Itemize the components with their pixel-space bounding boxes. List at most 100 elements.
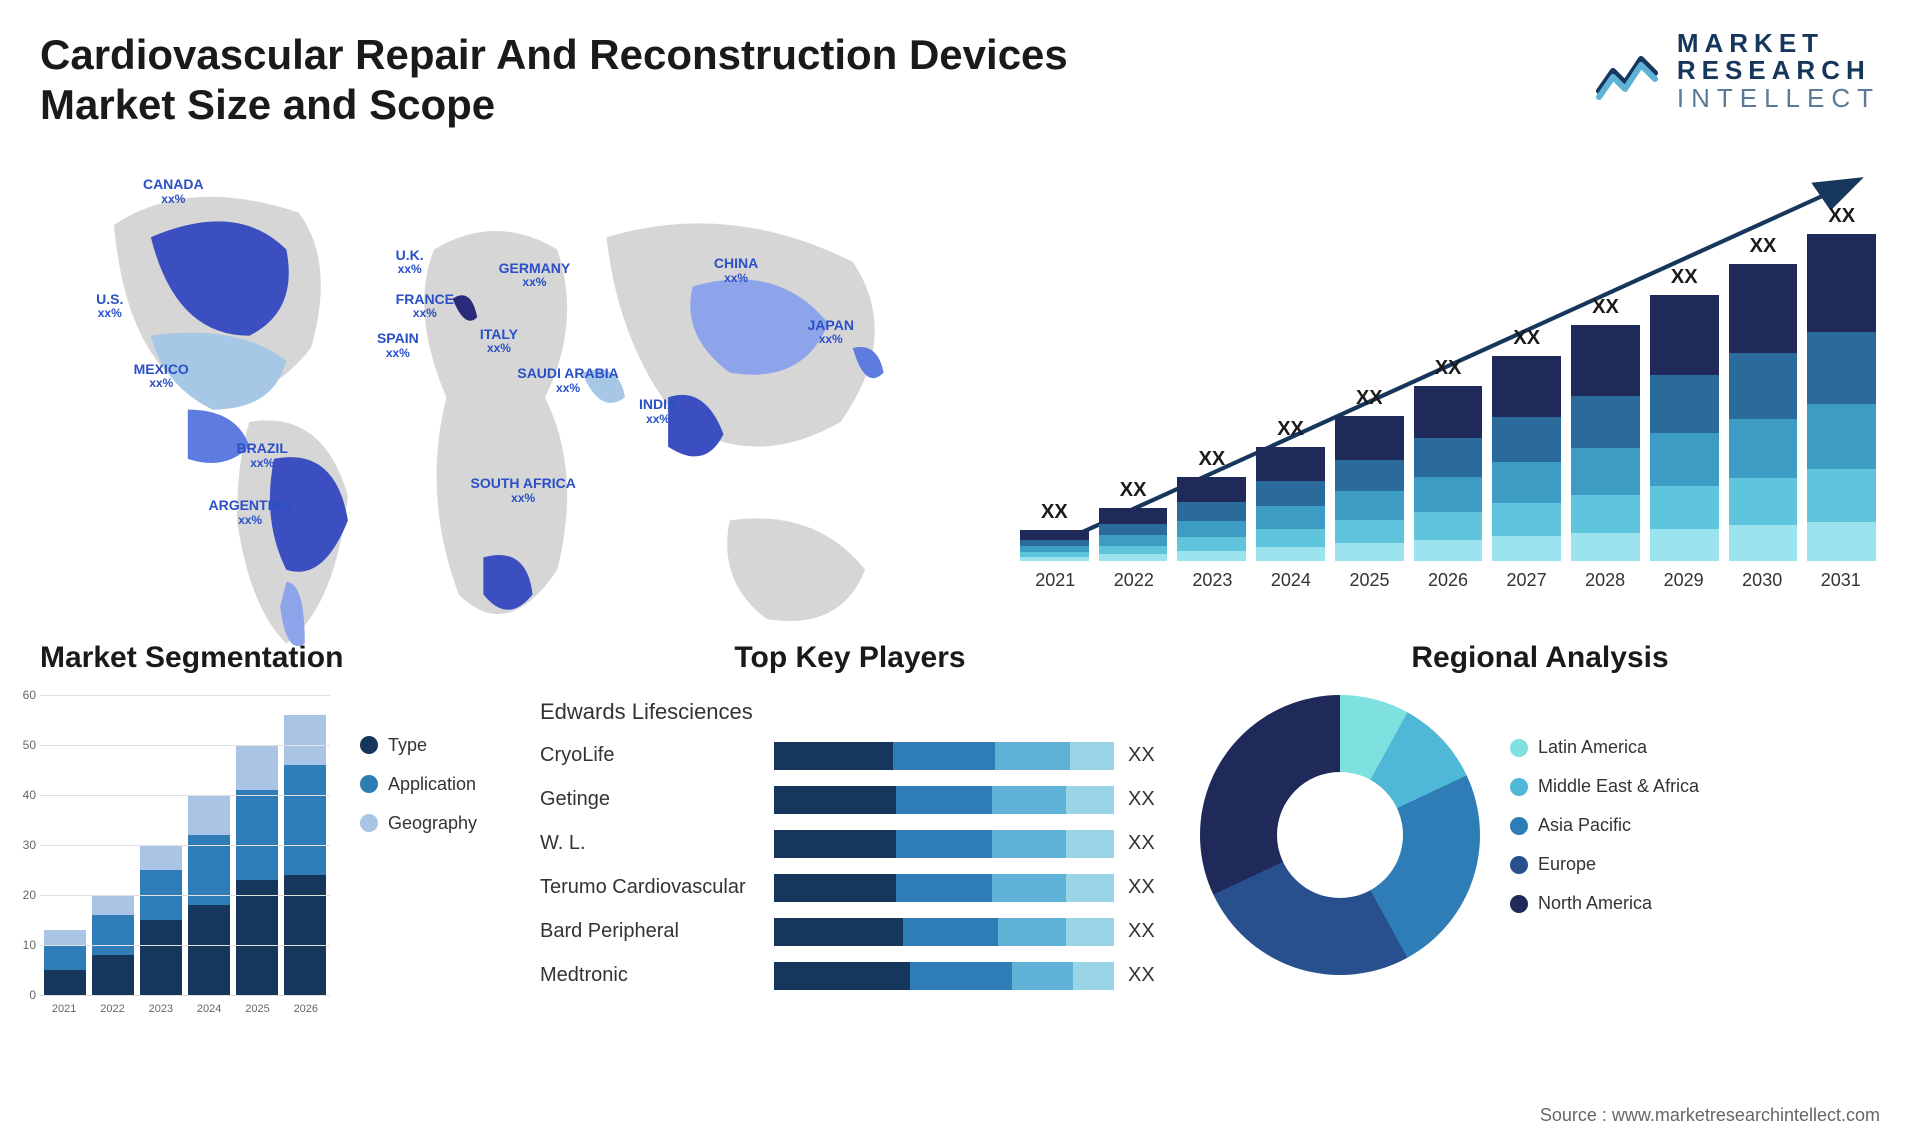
- y-tick: 20: [23, 888, 36, 902]
- growth-bar: XX: [1807, 205, 1876, 561]
- logo-mark-icon: [1595, 41, 1665, 101]
- player-value: XX: [1128, 744, 1155, 767]
- logo-line3: INTELLECT: [1677, 85, 1880, 112]
- growth-bar: XX: [1650, 266, 1719, 561]
- bar-value-label: XX: [1198, 448, 1225, 471]
- map-label: U.S.xx%: [96, 292, 123, 321]
- legend-label: Geography: [388, 813, 477, 834]
- growth-bar: XX: [1571, 296, 1640, 561]
- y-tick: 0: [29, 988, 36, 1002]
- map-label: CHINAxx%: [714, 256, 758, 285]
- map-label: SPAINxx%: [377, 331, 419, 360]
- legend-item: Latin America: [1510, 737, 1880, 758]
- growth-bar: XX: [1335, 387, 1404, 560]
- regional-chart: Latin America Middle East & Africa Asia Pa…: [1200, 695, 1880, 975]
- page-title: Cardiovascular Repair And Reconstruction…: [40, 30, 1140, 131]
- legend-item: Europe: [1510, 854, 1880, 875]
- seg-bar: [140, 845, 182, 995]
- x-tick: 2025: [1330, 570, 1409, 591]
- map-svg: [40, 151, 976, 693]
- bar-value-label: XX: [1277, 418, 1304, 441]
- x-tick: 2023: [137, 1003, 185, 1015]
- y-tick: 10: [23, 938, 36, 952]
- bar-value-label: XX: [1750, 235, 1777, 258]
- x-tick: 2022: [1095, 570, 1174, 591]
- regional-legend: Latin America Middle East & Africa Asia Pa…: [1510, 737, 1880, 932]
- x-tick: 2028: [1566, 570, 1645, 591]
- player-name: Terumo Cardiovascular: [540, 876, 760, 899]
- legend-label: Application: [388, 774, 476, 795]
- legend-label: Type: [388, 735, 427, 756]
- x-tick: 2023: [1173, 570, 1252, 591]
- player-name: CryoLife: [540, 744, 760, 767]
- x-tick: 2025: [233, 1003, 281, 1015]
- player-bar: [774, 874, 1114, 902]
- player-name: W. L.: [540, 832, 760, 855]
- player-value: XX: [1128, 964, 1155, 987]
- bar-value-label: XX: [1671, 266, 1698, 289]
- legend-item: Type: [360, 735, 500, 756]
- legend-swatch-icon: [360, 775, 378, 793]
- x-tick: 2026: [282, 1003, 330, 1015]
- map-label: JAPANxx%: [808, 318, 854, 347]
- map-label: CANADAxx%: [143, 177, 204, 206]
- players-header: Edwards Lifesciences: [540, 699, 1160, 725]
- legend-label: Middle East & Africa: [1538, 776, 1699, 797]
- growth-bar: XX: [1414, 357, 1483, 561]
- growth-bar: XX: [1729, 235, 1798, 560]
- legend-swatch-icon: [1510, 778, 1528, 796]
- seg-bar: [236, 745, 278, 995]
- map-label: ARGENTINAxx%: [208, 498, 291, 527]
- legend-item: Geography: [360, 813, 500, 834]
- player-row: Bard PeripheralXX: [540, 915, 1160, 949]
- brand-logo: MARKET RESEARCH INTELLECT: [1595, 30, 1880, 112]
- logo-line2: RESEARCH: [1677, 57, 1880, 84]
- legend-label: Latin America: [1538, 737, 1647, 758]
- segmentation-chart: 0102030405060 202120222023202420252026 T…: [40, 695, 500, 1015]
- player-name: Getinge: [540, 788, 760, 811]
- player-value: XX: [1128, 876, 1155, 899]
- players-chart: Edwards Lifesciences CryoLife XX Getinge XX…: [540, 695, 1160, 993]
- x-tick: 2024: [1252, 570, 1331, 591]
- legend-item: North America: [1510, 893, 1880, 914]
- segmentation-legend: Type Application Geography: [330, 695, 500, 1015]
- legend-label: North America: [1538, 893, 1652, 914]
- growth-bar: XX: [1099, 479, 1168, 561]
- map-label: INDIAxx%: [639, 397, 677, 426]
- world-map: CANADAxx%U.S.xx%MEXICOxx%BRAZILxx%ARGENT…: [40, 151, 976, 591]
- donut-hole: [1277, 772, 1403, 898]
- map-label: SOUTH AFRICAxx%: [471, 476, 576, 505]
- legend-swatch-icon: [1510, 895, 1528, 913]
- legend-swatch-icon: [360, 814, 378, 832]
- player-row: CryoLife XX: [540, 739, 1160, 773]
- x-tick: 2029: [1644, 570, 1723, 591]
- legend-swatch-icon: [1510, 817, 1528, 835]
- player-bar: [774, 962, 1114, 990]
- y-tick: 30: [23, 838, 36, 852]
- player-bar: [774, 742, 1114, 770]
- x-tick: 2027: [1487, 570, 1566, 591]
- player-value: XX: [1128, 788, 1155, 811]
- map-label: ITALYxx%: [480, 327, 518, 356]
- bar-value-label: XX: [1435, 357, 1462, 380]
- player-row: MedtronicXX: [540, 959, 1160, 993]
- growth-bar: XX: [1020, 501, 1089, 560]
- x-tick: 2031: [1801, 570, 1880, 591]
- bar-value-label: XX: [1041, 501, 1068, 524]
- growth-bar: XX: [1256, 418, 1325, 561]
- legend-label: Europe: [1538, 854, 1596, 875]
- player-row: Terumo Cardiovascular XX: [540, 871, 1160, 905]
- x-tick: 2021: [40, 1003, 88, 1015]
- regional-title: Regional Analysis: [1200, 641, 1880, 675]
- player-row: Getinge XX: [540, 783, 1160, 817]
- legend-item: Asia Pacific: [1510, 815, 1880, 836]
- bar-value-label: XX: [1356, 387, 1383, 410]
- player-bar: [774, 786, 1114, 814]
- bar-value-label: XX: [1828, 205, 1855, 228]
- bar-value-label: XX: [1120, 479, 1147, 502]
- x-tick: 2030: [1723, 570, 1802, 591]
- player-bar: [774, 918, 1114, 946]
- legend-swatch-icon: [1510, 856, 1528, 874]
- map-label: FRANCExx%: [396, 292, 454, 321]
- seg-bar: [44, 930, 86, 995]
